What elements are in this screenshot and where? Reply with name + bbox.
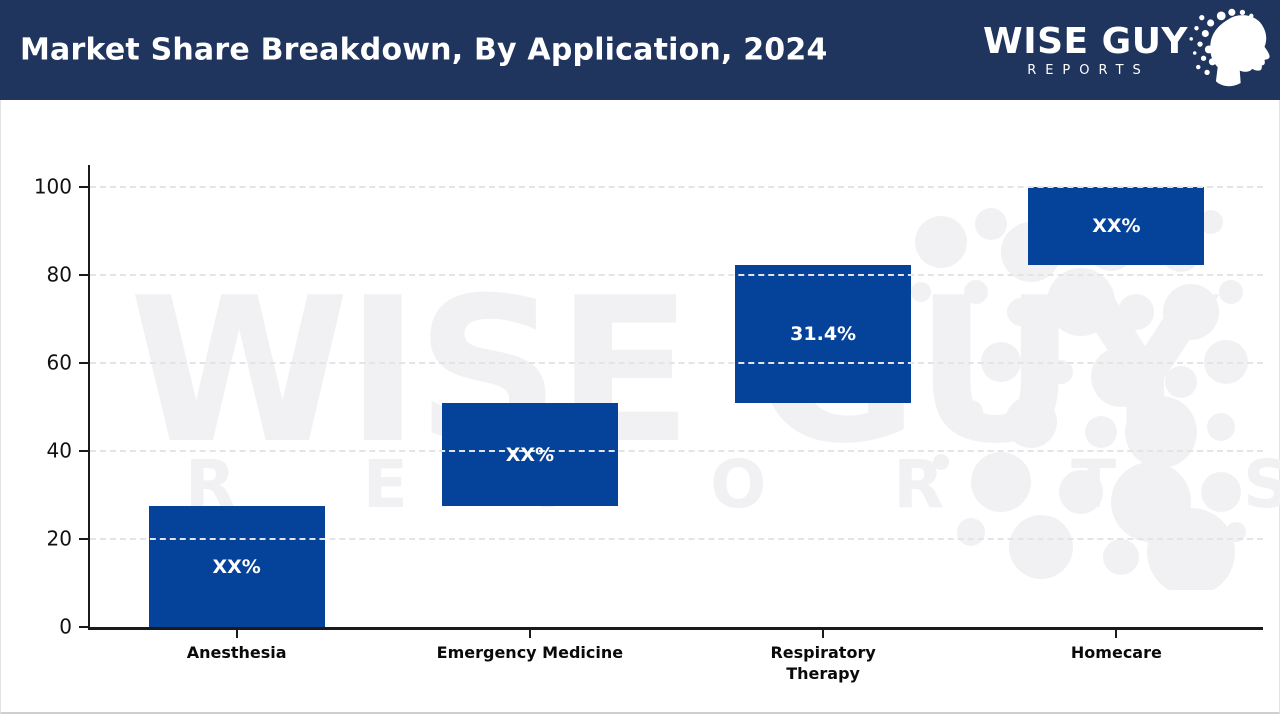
gridline-80 (90, 274, 1263, 276)
bar-respiratory-therapy (735, 264, 912, 404)
logo-text: WISE GUY REPORTS (983, 21, 1188, 78)
plot-area: 0 20 40 60 80 100 XX% Anesthesia XX% Emergency Me… (34, 165, 1263, 683)
x-category-label: Respiratory Therapy (770, 643, 876, 683)
dotted-head-icon (1189, 8, 1270, 87)
bar-homecare (1028, 187, 1205, 265)
gridline-60 (90, 362, 1263, 364)
y-tick-mark (79, 450, 88, 452)
bar-emergency-medicine (441, 403, 618, 507)
logo-wise-guy-text: WISE GUY (982, 20, 1188, 62)
logo-reports-text: REPORTS (1027, 62, 1150, 78)
header-bar: Market Share Breakdown, By Application, … (0, 0, 1280, 100)
y-tick-label: 0 (59, 614, 72, 639)
x-tick-mark (1115, 630, 1118, 638)
x-tick-mark (235, 630, 238, 638)
y-axis-line (88, 165, 90, 630)
x-axis-line (88, 627, 1263, 630)
y-tick-mark (79, 274, 88, 276)
gridline-100 (90, 186, 1263, 188)
gridline-40 (90, 450, 1263, 452)
y-tick-label: 20 (46, 526, 72, 551)
wise-guy-logo: WISE GUY REPORTS (983, 5, 1276, 93)
bar-value-label: XX% (212, 555, 261, 578)
y-tick-mark (79, 362, 88, 364)
y-tick-label: 80 (46, 262, 72, 287)
bar-value-label: XX% (505, 443, 555, 466)
bar-anesthesia (148, 506, 325, 627)
x-tick-mark (822, 630, 825, 638)
y-tick-mark (79, 538, 88, 540)
y-tick-mark (79, 186, 88, 188)
x-category-label: Emergency Medicine (436, 643, 624, 662)
y-tick-label: 100 (33, 174, 72, 199)
gridline-20 (90, 538, 1263, 540)
chart-title: Market Share Breakdown, By Application, … (20, 32, 828, 68)
x-category-label: Homecare (1070, 643, 1162, 662)
y-tick-label: 40 (46, 438, 72, 463)
y-tick-mark (79, 626, 88, 628)
x-tick-mark (528, 630, 531, 638)
x-category-label: Anesthesia (186, 643, 287, 662)
bar-value-label: 31.4% (790, 322, 857, 345)
bar-value-label: XX% (1092, 214, 1141, 237)
y-tick-label: 60 (46, 350, 72, 375)
chart-area: WISE GUY R E P O R T S 0 20 40 60 80 (0, 100, 1280, 714)
